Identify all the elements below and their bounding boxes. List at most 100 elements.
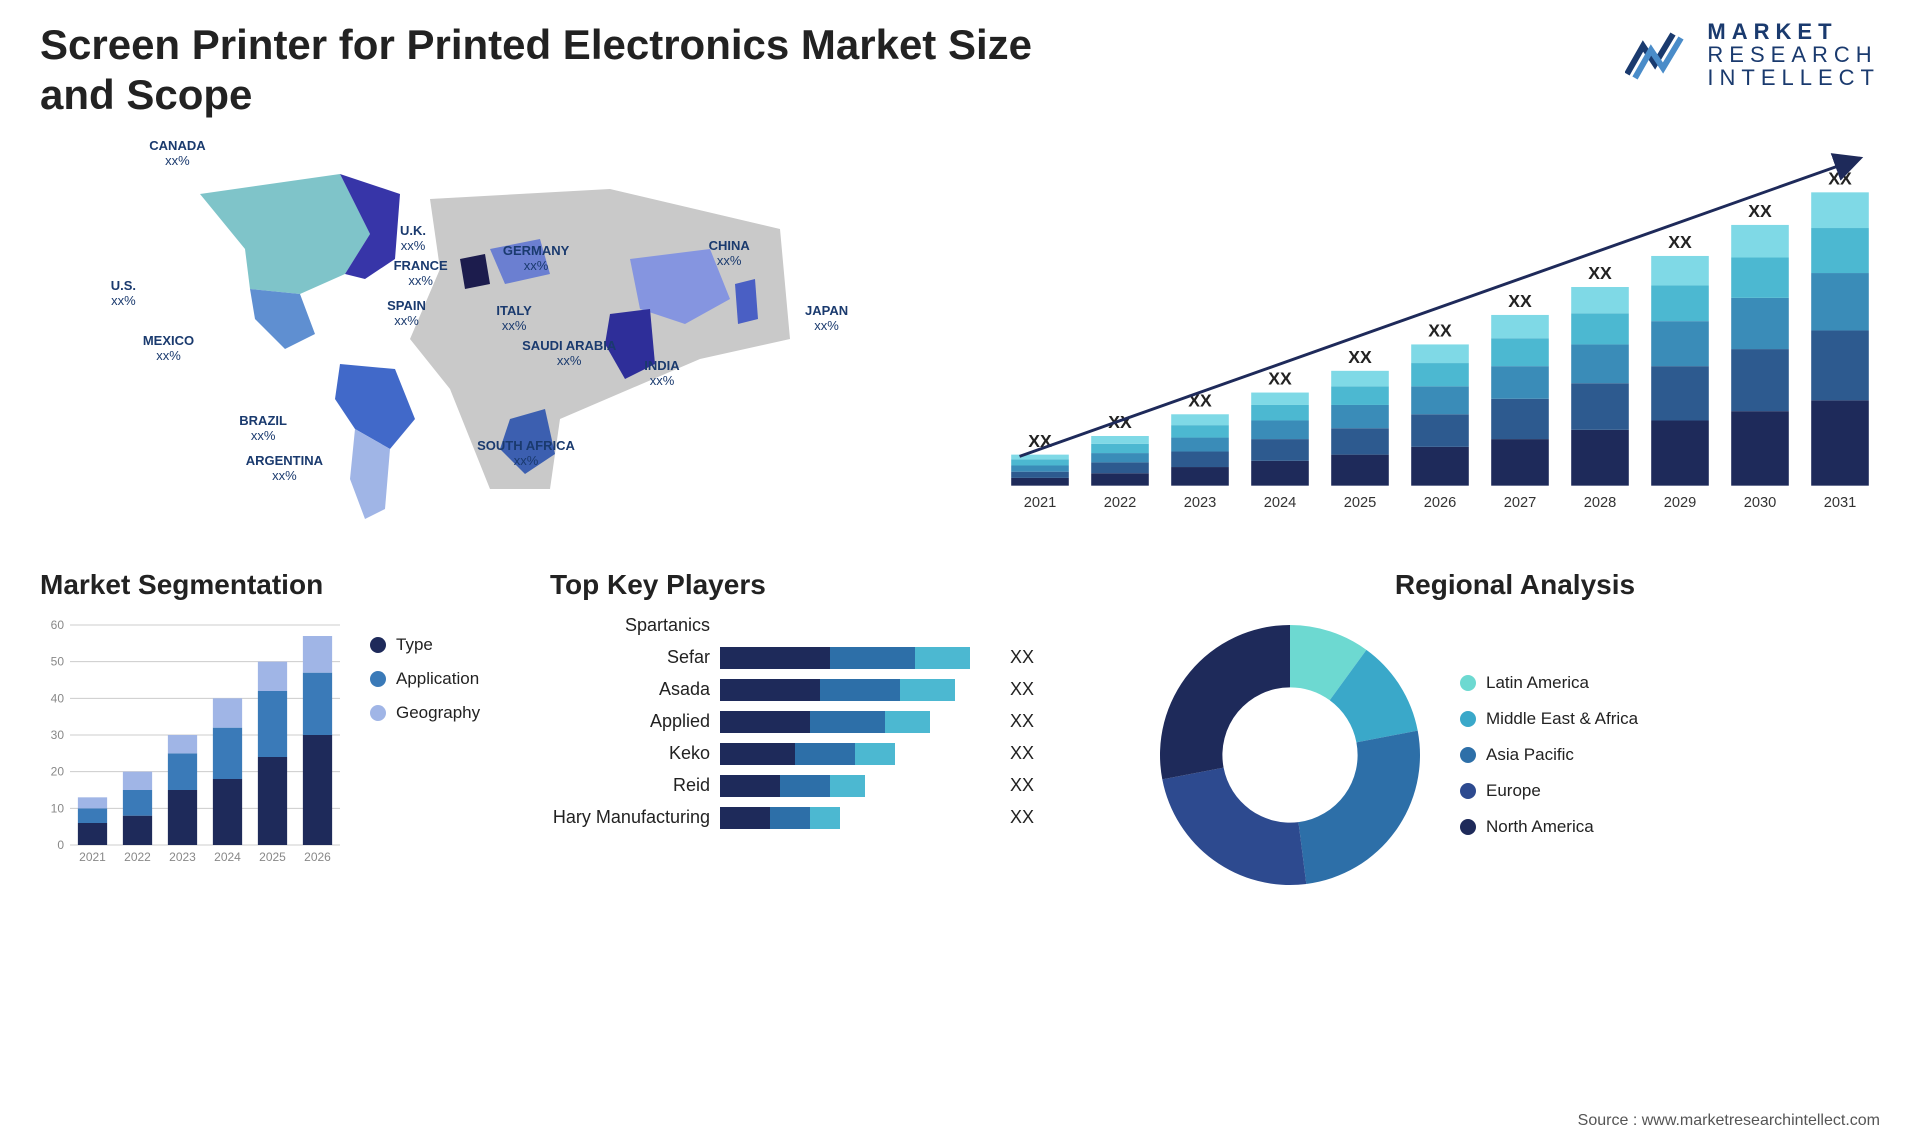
player-row: Asada XX xyxy=(550,679,1110,701)
map-label: GERMANYxx% xyxy=(503,244,569,274)
legend-label: Geography xyxy=(396,703,480,723)
legend-item: Geography xyxy=(370,703,480,723)
svg-text:2022: 2022 xyxy=(124,850,151,864)
svg-text:2024: 2024 xyxy=(1264,495,1297,511)
player-bar xyxy=(720,743,1000,765)
legend-label: Middle East & Africa xyxy=(1486,709,1638,729)
svg-text:XX: XX xyxy=(1828,168,1852,188)
map-label: ARGENTINAxx% xyxy=(246,454,323,484)
legend-dot xyxy=(1460,711,1476,727)
map-label: SAUDI ARABIAxx% xyxy=(522,339,616,369)
brand-logo: MARKET RESEARCH INTELLECT xyxy=(1625,20,1880,89)
regional-donut xyxy=(1150,615,1430,895)
segmentation-legend: Type Application Geography xyxy=(370,635,480,723)
svg-text:0: 0 xyxy=(57,838,64,852)
page-title: Screen Printer for Printed Electronics M… xyxy=(40,20,1040,121)
svg-text:XX: XX xyxy=(1268,369,1292,389)
map-label: U.K.xx% xyxy=(400,224,426,254)
legend-item: Type xyxy=(370,635,480,655)
svg-text:50: 50 xyxy=(51,654,65,668)
player-name: Keko xyxy=(550,743,710,764)
legend-label: Asia Pacific xyxy=(1486,745,1574,765)
map-label: U.S.xx% xyxy=(111,279,136,309)
svg-text:XX: XX xyxy=(1748,201,1772,221)
player-name: Sefar xyxy=(550,647,710,668)
players-title: Top Key Players xyxy=(550,569,1110,601)
svg-text:2029: 2029 xyxy=(1664,495,1697,511)
player-name: Applied xyxy=(550,711,710,732)
legend-dot xyxy=(1460,747,1476,763)
player-value: XX xyxy=(1010,743,1050,764)
legend-label: Latin America xyxy=(1486,673,1589,693)
segmentation-title: Market Segmentation xyxy=(40,569,510,601)
svg-text:2021: 2021 xyxy=(79,850,106,864)
legend-dot xyxy=(370,637,386,653)
svg-text:2026: 2026 xyxy=(304,850,331,864)
legend-dot xyxy=(1460,819,1476,835)
svg-text:XX: XX xyxy=(1668,232,1692,252)
player-bar xyxy=(720,679,1000,701)
svg-text:10: 10 xyxy=(51,801,65,815)
player-value: XX xyxy=(1010,647,1050,668)
player-value: XX xyxy=(1010,775,1050,796)
map-label: SOUTH AFRICAxx% xyxy=(477,439,575,469)
player-row: Keko XX xyxy=(550,743,1110,765)
svg-text:2026: 2026 xyxy=(1424,495,1457,511)
svg-text:2023: 2023 xyxy=(1184,495,1217,511)
player-bar xyxy=(720,711,1000,733)
player-name: Asada xyxy=(550,679,710,700)
legend-label: Type xyxy=(396,635,433,655)
map-label: ITALYxx% xyxy=(496,304,531,334)
logo-line2: RESEARCH xyxy=(1707,43,1880,66)
svg-text:2028: 2028 xyxy=(1584,495,1617,511)
svg-text:2030: 2030 xyxy=(1744,495,1777,511)
svg-text:30: 30 xyxy=(51,728,65,742)
player-value: XX xyxy=(1010,711,1050,732)
player-name: Hary Manufacturing xyxy=(550,807,710,828)
player-value: XX xyxy=(1010,807,1050,828)
svg-text:XX: XX xyxy=(1348,347,1372,367)
map-label: MEXICOxx% xyxy=(143,334,194,364)
player-bar xyxy=(720,807,1000,829)
map-label: SPAINxx% xyxy=(387,299,426,329)
svg-text:2027: 2027 xyxy=(1504,495,1537,511)
svg-text:40: 40 xyxy=(51,691,65,705)
legend-item: Middle East & Africa xyxy=(1460,709,1638,729)
legend-item: Asia Pacific xyxy=(1460,745,1638,765)
map-label: INDIAxx% xyxy=(644,359,679,389)
legend-item: Europe xyxy=(1460,781,1638,801)
world-map: CANADAxx%U.S.xx%MEXICOxx%BRAZILxx%ARGENT… xyxy=(40,139,940,539)
map-label: CHINAxx% xyxy=(709,239,750,269)
svg-text:2025: 2025 xyxy=(259,850,286,864)
player-value: XX xyxy=(1010,679,1050,700)
growth-bar-chart: XX2021XX2022XX2023XX2024XX2025XX2026XX20… xyxy=(1000,139,1880,539)
regional-title: Regional Analysis xyxy=(1150,569,1880,601)
logo-icon xyxy=(1625,26,1695,84)
legend-dot xyxy=(1460,783,1476,799)
svg-text:2025: 2025 xyxy=(1344,495,1377,511)
legend-dot xyxy=(370,705,386,721)
source-text: Source : www.marketresearchintellect.com xyxy=(1578,1112,1880,1130)
player-name: Spartanics xyxy=(550,615,710,636)
player-row: Spartanics xyxy=(550,615,1110,637)
player-bar xyxy=(720,615,1000,637)
regional-legend: Latin America Middle East & Africa Asia Pa… xyxy=(1460,673,1638,837)
logo-line3: INTELLECT xyxy=(1707,66,1880,89)
map-label: JAPANxx% xyxy=(805,304,848,334)
legend-label: North America xyxy=(1486,817,1594,837)
legend-label: Application xyxy=(396,669,479,689)
svg-text:2023: 2023 xyxy=(169,850,196,864)
player-bar xyxy=(720,647,1000,669)
svg-text:2021: 2021 xyxy=(1024,495,1057,511)
legend-item: North America xyxy=(1460,817,1638,837)
segmentation-chart: 0102030405060202120222023202420252026 xyxy=(40,615,340,875)
svg-text:20: 20 xyxy=(51,764,65,778)
svg-text:2022: 2022 xyxy=(1104,495,1137,511)
map-label: CANADAxx% xyxy=(149,139,205,169)
map-label: FRANCExx% xyxy=(394,259,448,289)
legend-item: Application xyxy=(370,669,480,689)
legend-item: Latin America xyxy=(1460,673,1638,693)
player-bar xyxy=(720,775,1000,797)
logo-line1: MARKET xyxy=(1707,20,1880,43)
svg-text:XX: XX xyxy=(1588,263,1612,283)
